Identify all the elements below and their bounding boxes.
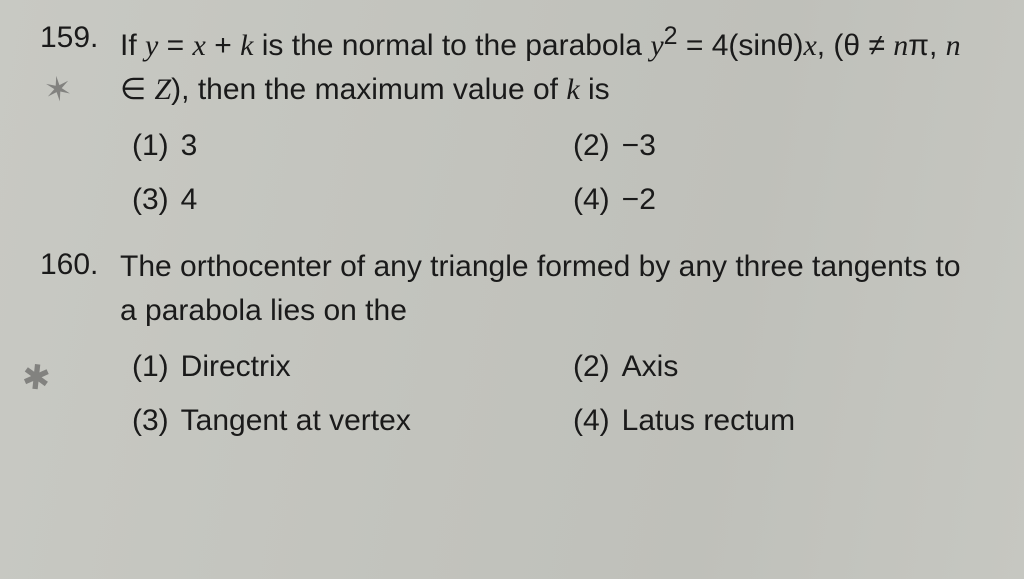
option-1: (1) 3 <box>132 129 543 163</box>
option-number: (4) <box>573 404 610 438</box>
question-text: The orthocenter of any triangle formed b… <box>120 245 984 332</box>
option-number: (4) <box>573 183 610 217</box>
option-number: (2) <box>573 129 610 163</box>
question-number: 159. <box>40 18 120 59</box>
option-number: (3) <box>132 183 169 217</box>
option-value: −2 <box>622 183 656 217</box>
option-2: (2) Axis <box>573 350 984 384</box>
options-grid: (1) 3 (2) −3 (3) 4 (4) −2 <box>132 129 984 217</box>
question-number: 160. <box>40 245 120 286</box>
page: ✶ ✱ 159. If y = x + k is the normal to t… <box>0 0 1024 579</box>
option-value: Axis <box>622 350 679 384</box>
option-4: (4) Latus rectum <box>573 404 984 438</box>
option-number: (1) <box>132 350 169 384</box>
option-number: (3) <box>132 404 169 438</box>
option-value: 4 <box>181 183 198 217</box>
question-body: 159. If y = x + k is the normal to the p… <box>40 18 984 111</box>
option-number: (2) <box>573 350 610 384</box>
option-number: (1) <box>132 129 169 163</box>
option-value: Latus rectum <box>622 404 795 438</box>
option-4: (4) −2 <box>573 183 984 217</box>
options-grid: (1) Directrix (2) Axis (3) Tangent at ve… <box>132 350 984 438</box>
question-body: 160. The orthocenter of any triangle for… <box>40 245 984 332</box>
option-2: (2) −3 <box>573 129 984 163</box>
question-159: 159. If y = x + k is the normal to the p… <box>40 18 984 217</box>
option-1: (1) Directrix <box>132 350 543 384</box>
option-value: Directrix <box>181 350 291 384</box>
option-3: (3) 4 <box>132 183 543 217</box>
option-value: Tangent at vertex <box>181 404 411 438</box>
question-160: 160. The orthocenter of any triangle for… <box>40 245 984 438</box>
option-value: 3 <box>181 129 198 163</box>
option-3: (3) Tangent at vertex <box>132 404 543 438</box>
option-value: −3 <box>622 129 656 163</box>
question-text: If y = x + k is the normal to the parabo… <box>120 18 984 111</box>
